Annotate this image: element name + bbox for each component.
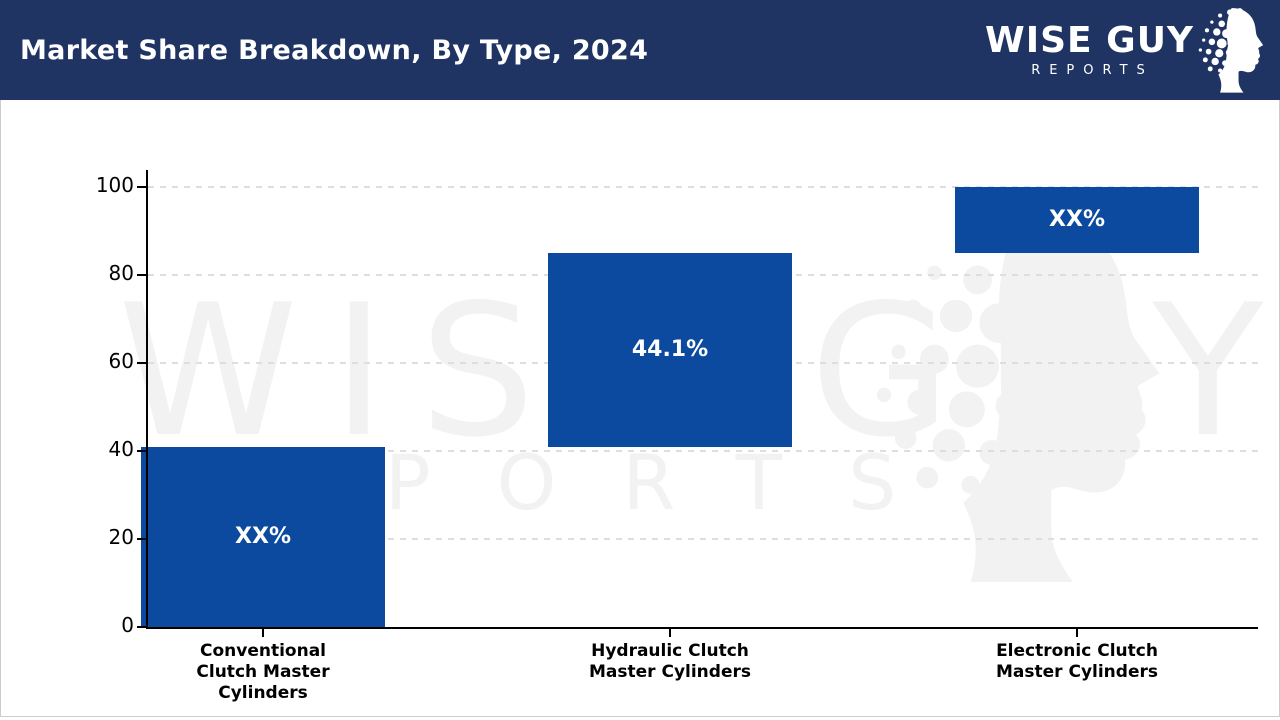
y-axis-tick-label: 0 <box>121 613 134 637</box>
category-label-2: Hydraulic Clutch Master Cylinders <box>520 641 820 683</box>
waterfall-bar-2: 44.1% <box>548 252 792 447</box>
logo-text: WISE GUY REPORTS <box>984 19 1194 78</box>
chart-canvas: WISE GUY REPORTS 020406080100XX%Conventi… <box>0 100 1280 720</box>
y-axis-tick-label: 100 <box>95 173 134 197</box>
category-label-line: Master Cylinders <box>589 662 751 682</box>
waterfall-bar-1: XX% <box>141 446 385 627</box>
bar-value-label: XX% <box>235 524 291 550</box>
y-axis-tick-label: 60 <box>108 349 134 373</box>
waterfall-bar-3: XX% <box>955 187 1199 253</box>
page-border-bottom <box>0 716 1280 717</box>
y-axis-tick <box>137 274 146 276</box>
bar-value-label: 44.1% <box>631 337 709 363</box>
x-axis-tick <box>1076 629 1078 637</box>
wiseguy-logo: WISE GUY REPORTS <box>985 7 1266 93</box>
y-axis-tick <box>137 538 146 540</box>
wiseguy-face-icon <box>1198 8 1264 93</box>
logo-wordmark: WISE GUY <box>984 19 1194 61</box>
logo-subtitle: REPORTS <box>1031 62 1154 78</box>
category-label-line: Conventional <box>199 641 326 661</box>
y-axis-tick-label: 20 <box>108 525 134 549</box>
header-bar: Market Share Breakdown, By Type, 2024 WI… <box>0 0 1280 100</box>
y-axis-tick <box>137 450 146 452</box>
gridline-40 <box>148 450 1258 452</box>
y-axis-tick <box>137 186 146 188</box>
x-axis-tick <box>669 629 671 637</box>
y-axis-tick-label: 80 <box>108 261 134 285</box>
category-label-1: Conventional Clutch Master Cylinders <box>113 641 413 704</box>
category-label-line: Cylinders <box>218 683 308 703</box>
x-axis-tick <box>262 629 264 637</box>
y-axis-line <box>146 170 148 629</box>
category-label-line: Hydraulic Clutch <box>591 641 749 661</box>
y-axis-tick-label: 40 <box>108 437 134 461</box>
category-label-line: Master Cylinders <box>996 662 1158 682</box>
category-label-line: Electronic Clutch <box>996 641 1158 661</box>
gridline-100 <box>148 186 1258 188</box>
gridline-20 <box>148 538 1258 540</box>
category-label-3: Electronic Clutch Master Cylinders <box>927 641 1227 683</box>
watermark-face-icon <box>876 211 1160 582</box>
category-label-line: Clutch Master <box>196 662 330 682</box>
y-axis-tick <box>137 626 146 628</box>
bar-value-label: XX% <box>1049 207 1105 233</box>
page-border-left <box>0 100 1 717</box>
page-title: Market Share Breakdown, By Type, 2024 <box>20 34 649 66</box>
y-axis-tick <box>137 362 146 364</box>
x-axis-line <box>146 627 1258 629</box>
